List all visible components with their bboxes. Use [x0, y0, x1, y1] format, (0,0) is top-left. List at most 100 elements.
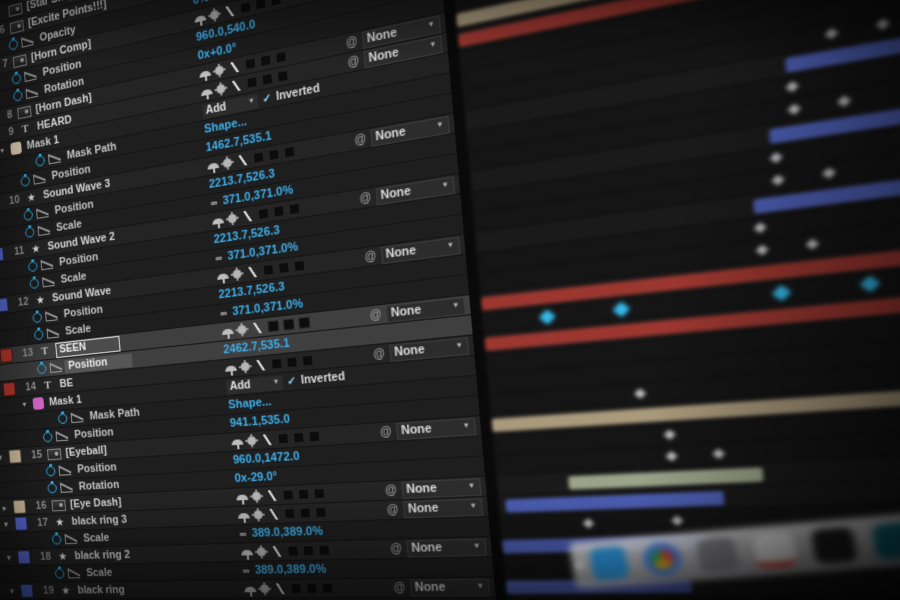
keyframe[interactable]	[837, 95, 852, 107]
motion-blur-icon[interactable]	[221, 327, 234, 335]
layer-name[interactable]: black ring 3	[71, 513, 128, 528]
pick-whip-icon[interactable]: @	[369, 308, 382, 322]
switch-checkbox[interactable]	[293, 259, 306, 273]
constrain-link-icon[interactable]: ∞	[242, 565, 251, 577]
pick-whip-icon[interactable]: @	[345, 34, 359, 50]
layer-name[interactable]: [Eye Dash]	[69, 496, 123, 511]
keyframe[interactable]	[805, 238, 820, 250]
switch-checkbox[interactable]	[262, 263, 275, 277]
collapse-transformations-icon[interactable]	[227, 213, 237, 224]
keyframe[interactable]	[786, 103, 801, 116]
switch-checkbox[interactable]	[252, 151, 265, 164]
motion-blur-icon[interactable]	[199, 69, 212, 78]
collapse-transformations-icon[interactable]	[259, 584, 270, 594]
switch-checkbox[interactable]	[246, 75, 258, 90]
motion-blur-icon[interactable]	[231, 438, 244, 445]
constrain-link-icon[interactable]: ∞	[219, 307, 228, 319]
label-color-swatch[interactable]	[0, 297, 9, 313]
quality-icon[interactable]	[269, 545, 284, 558]
switch-checkbox[interactable]	[270, 357, 283, 370]
stopwatch-icon[interactable]	[32, 312, 43, 324]
switch-checkbox[interactable]	[239, 0, 252, 15]
layer-name[interactable]: black ring	[77, 583, 126, 597]
switch-checkbox[interactable]	[301, 354, 314, 367]
pick-whip-icon[interactable]: @	[353, 132, 367, 147]
inverted-checkbox[interactable]: ✓	[261, 91, 273, 106]
label-color-swatch[interactable]	[12, 499, 27, 515]
quality-icon[interactable]	[253, 359, 268, 372]
stopwatch-icon[interactable]	[33, 329, 44, 341]
switch-checkbox[interactable]	[270, 0, 283, 8]
switch-checkbox[interactable]	[287, 545, 300, 557]
stopwatch-icon[interactable]	[57, 413, 68, 425]
switch-checkbox[interactable]	[308, 430, 321, 443]
switch-checkbox[interactable]	[292, 431, 305, 444]
property-value[interactable]: 960.0,1472.0	[232, 449, 301, 467]
pick-whip-icon[interactable]: @	[347, 54, 360, 70]
collapse-transformations-icon[interactable]	[222, 157, 233, 169]
dock-icon-white-red-app[interactable]	[751, 531, 798, 569]
pick-whip-icon[interactable]: @	[359, 190, 372, 206]
collapse-transformations-icon[interactable]	[214, 65, 224, 76]
switch-checkbox[interactable]	[305, 582, 318, 595]
motion-blur-icon[interactable]	[211, 217, 225, 225]
collapse-transformations-icon[interactable]	[256, 547, 267, 557]
quality-icon[interactable]	[250, 321, 265, 335]
dock-icon-photos-gray[interactable]	[695, 536, 740, 573]
switch-checkbox[interactable]	[257, 207, 270, 221]
property-value[interactable]: 941.1,535.0	[229, 412, 291, 431]
property-value[interactable]: 0%	[192, 0, 209, 8]
stopwatch-icon[interactable]	[12, 89, 23, 102]
keyframe-selected[interactable]	[539, 310, 555, 324]
expand-triangle-icon[interactable]: ▼	[5, 553, 13, 563]
keyframe[interactable]	[821, 167, 836, 179]
property-name[interactable]: Scale	[82, 531, 110, 545]
motion-blur-icon[interactable]	[237, 512, 250, 519]
switch-checkbox[interactable]	[244, 57, 257, 71]
label-color-swatch[interactable]	[0, 347, 14, 364]
keyframe[interactable]	[671, 515, 684, 527]
quality-icon[interactable]	[266, 508, 281, 520]
layer-name[interactable]: black ring 2	[74, 548, 131, 563]
quality-icon[interactable]	[227, 60, 242, 75]
mask-color-swatch[interactable]	[32, 397, 45, 410]
keyframe[interactable]	[582, 518, 595, 529]
switch-checkbox[interactable]	[299, 507, 312, 519]
mask-mode-dropdown[interactable]: Add ▼	[226, 374, 284, 394]
collapse-transformations-icon[interactable]	[237, 324, 247, 335]
dock-icon-teal-app[interactable]	[871, 521, 900, 560]
motion-blur-icon[interactable]	[207, 161, 220, 170]
motion-blur-icon[interactable]	[236, 493, 249, 500]
switch-checkbox[interactable]	[286, 356, 299, 369]
quality-icon[interactable]	[240, 209, 255, 223]
property-name[interactable]: Position	[73, 426, 115, 442]
stopwatch-icon[interactable]	[42, 431, 53, 443]
property-value[interactable]: 389.0,389.0%	[254, 562, 327, 577]
property-name[interactable]: Rotation	[78, 478, 120, 493]
switch-checkbox[interactable]	[267, 320, 280, 333]
switch-checkbox[interactable]	[261, 72, 274, 87]
label-color-swatch[interactable]	[8, 449, 22, 464]
parent-dropdown[interactable]: None ▼	[409, 578, 491, 597]
switch-checkbox[interactable]	[277, 261, 290, 275]
parent-dropdown[interactable]: None ▼	[400, 477, 482, 499]
collapse-transformations-icon[interactable]	[247, 436, 257, 446]
dock-icon-finder[interactable]	[588, 545, 630, 581]
layer-name[interactable]: [Eyeball]	[65, 444, 108, 460]
motion-blur-icon[interactable]	[224, 364, 237, 372]
collapse-transformations-icon[interactable]	[251, 491, 262, 501]
stopwatch-icon[interactable]	[20, 175, 31, 188]
label-color-swatch[interactable]	[17, 550, 31, 565]
motion-blur-icon[interactable]	[194, 14, 207, 23]
motion-blur-icon[interactable]	[240, 549, 254, 556]
switch-checkbox[interactable]	[282, 318, 295, 331]
keyframe[interactable]	[712, 448, 725, 460]
switch-checkbox[interactable]	[272, 204, 285, 218]
quality-icon[interactable]	[264, 489, 279, 502]
keyframe-selected[interactable]	[860, 276, 879, 292]
switch-checkbox[interactable]	[298, 316, 311, 329]
dock-icon-black-app[interactable]	[810, 526, 858, 565]
dock-icon-chrome[interactable]	[641, 541, 684, 577]
motion-blur-icon[interactable]	[244, 586, 257, 592]
switch-checkbox[interactable]	[259, 53, 272, 68]
